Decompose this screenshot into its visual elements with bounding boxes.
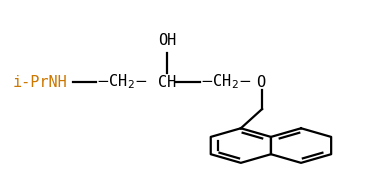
- Text: i-PrNH: i-PrNH: [13, 75, 68, 90]
- Text: O: O: [256, 75, 265, 90]
- Text: OH: OH: [158, 34, 177, 49]
- Text: $-$CH$_2$$-$: $-$CH$_2$$-$: [96, 73, 148, 91]
- Text: $-$CH$_2$$-$: $-$CH$_2$$-$: [200, 73, 251, 91]
- Text: CH: CH: [158, 75, 176, 90]
